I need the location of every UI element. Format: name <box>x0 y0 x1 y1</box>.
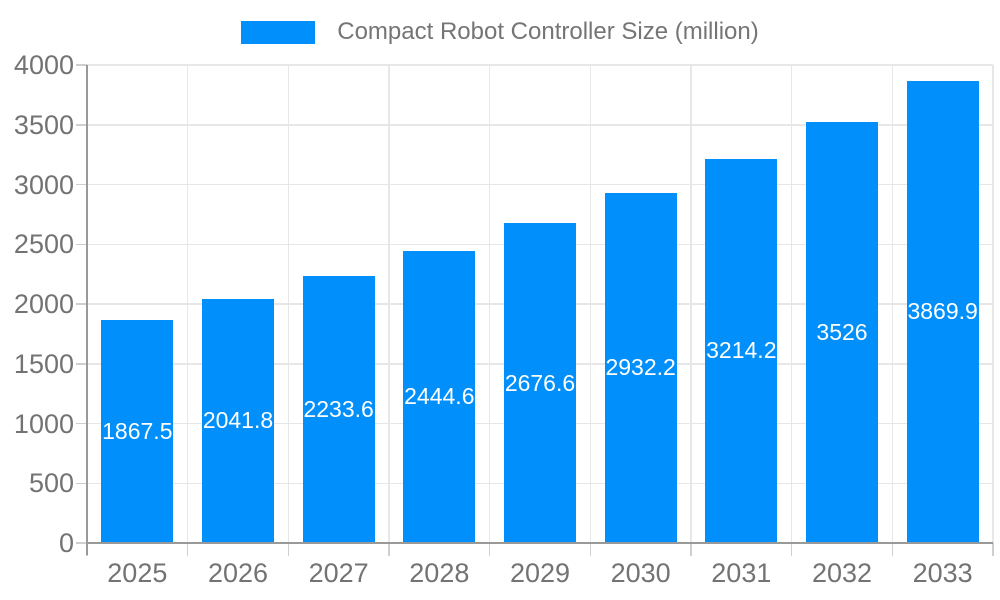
x-tick-label: 2027 <box>308 558 369 588</box>
bar[interactable]: 2041.8 <box>202 299 274 543</box>
x-gridline <box>690 65 692 543</box>
y-tick-label: 3500 <box>13 109 74 140</box>
bar-value-label: 2932.2 <box>605 354 676 381</box>
bar-value-label: 1867.5 <box>102 417 173 444</box>
x-tick <box>388 543 390 556</box>
bar[interactable]: 2233.6 <box>302 276 375 543</box>
x-tick <box>992 543 994 556</box>
x-tick-label: 2033 <box>912 558 973 588</box>
y-tick-label: 1000 <box>13 408 74 439</box>
x-gridline <box>186 65 189 543</box>
y-tick-label: 2500 <box>13 229 74 260</box>
x-gridline <box>388 65 390 543</box>
x-tick <box>287 543 290 556</box>
y-gridline <box>87 124 993 126</box>
bar[interactable]: 3214.2 <box>705 158 778 543</box>
y-tick-label: 1500 <box>13 348 74 379</box>
y-axis-line <box>86 65 88 555</box>
y-tick <box>76 124 87 126</box>
x-tick-label: 2029 <box>509 558 571 588</box>
y-tick <box>76 64 87 66</box>
bar-value-label: 2041.8 <box>202 407 274 434</box>
bar-value-label: 3869.9 <box>907 298 978 325</box>
x-axis-line <box>86 542 993 544</box>
y-tick <box>76 482 87 484</box>
y-gridline <box>87 64 993 66</box>
y-gridline <box>87 183 993 186</box>
x-tick-label: 2030 <box>610 558 671 588</box>
bar-value-label: 2676.6 <box>504 369 576 396</box>
x-gridline <box>589 65 592 543</box>
bar-value-label: 3214.2 <box>706 337 777 364</box>
x-tick <box>488 543 491 556</box>
y-tick-label: 0 <box>58 528 74 558</box>
x-tick <box>589 543 592 556</box>
x-tick-label: 2026 <box>207 558 269 588</box>
x-tick-label: 2028 <box>409 558 470 588</box>
legend-swatch-icon <box>241 20 316 44</box>
x-tick-label: 2025 <box>107 558 168 588</box>
y-tick <box>76 422 87 425</box>
bar[interactable]: 2932.2 <box>604 192 677 543</box>
x-tick <box>790 543 793 556</box>
y-tick <box>76 183 87 186</box>
bar-value-label: 3526 <box>816 318 868 345</box>
x-gridline <box>891 65 894 543</box>
bar[interactable]: 1867.5 <box>101 319 174 543</box>
x-tick <box>186 543 189 556</box>
bar[interactable]: 2444.6 <box>403 250 476 543</box>
bar[interactable]: 2676.6 <box>504 223 576 543</box>
y-tick-label: 2000 <box>13 289 74 319</box>
y-tick-label: 4000 <box>13 50 74 80</box>
y-tick <box>76 303 87 305</box>
x-tick-label: 2031 <box>711 558 772 588</box>
x-gridline <box>287 65 290 543</box>
x-tick-label: 2032 <box>811 558 873 588</box>
x-tick <box>690 543 692 556</box>
x-gridline <box>992 65 994 543</box>
legend[interactable]: Compact Robot Controller Size (million) <box>0 17 1000 47</box>
bar-value-label: 2233.6 <box>303 396 374 423</box>
bar[interactable]: 3869.9 <box>906 80 979 543</box>
legend-label: Compact Robot Controller Size (million) <box>337 18 759 45</box>
x-tick <box>891 543 894 556</box>
bar-value-label: 2444.6 <box>404 383 475 410</box>
y-tick <box>76 363 87 365</box>
bar[interactable]: 3526 <box>806 121 878 543</box>
y-tick <box>76 542 87 544</box>
y-tick-label: 500 <box>28 468 74 499</box>
x-gridline <box>790 65 793 543</box>
x-gridline <box>488 65 491 543</box>
y-tick <box>76 243 87 245</box>
y-tick-label: 3000 <box>13 169 74 200</box>
